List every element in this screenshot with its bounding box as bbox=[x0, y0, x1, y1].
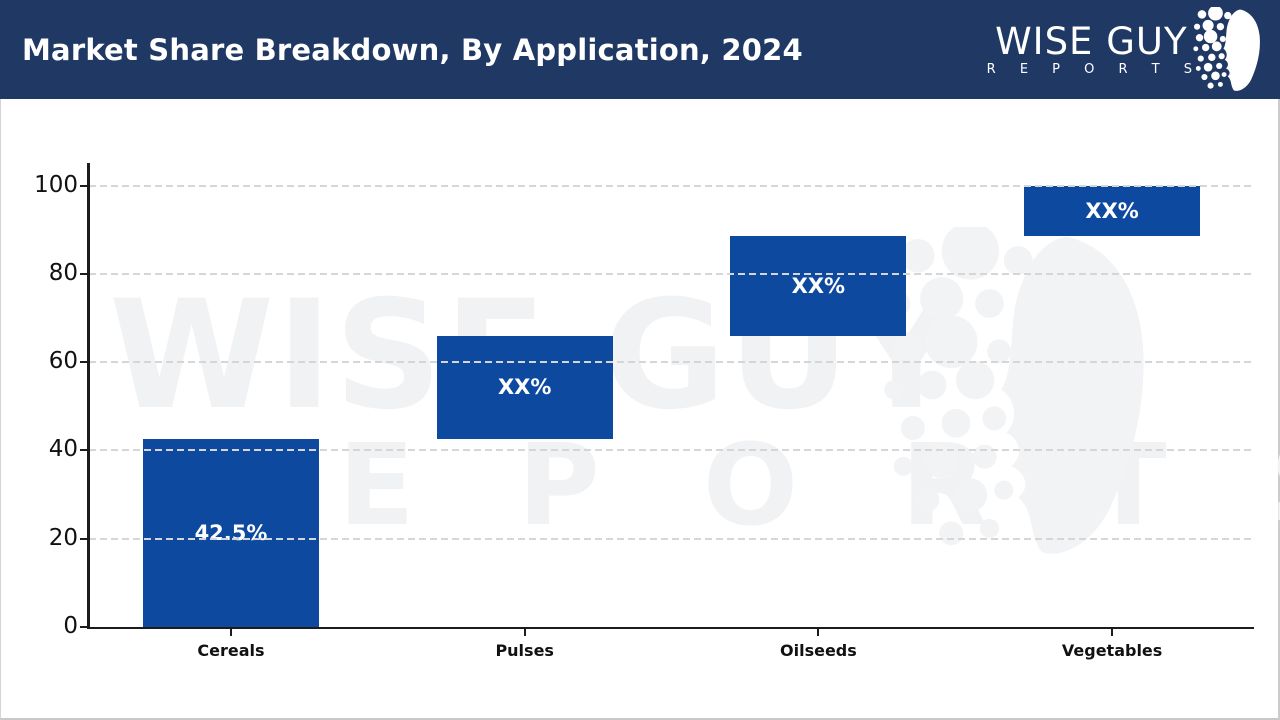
bar-oilseeds: XX% bbox=[730, 236, 907, 336]
y-axis-label-40: 40 bbox=[48, 436, 78, 463]
x-tick bbox=[230, 629, 232, 636]
wiseguy-logo: WISE GUY R E P O R T S bbox=[981, 6, 1266, 94]
x-axis-label-pulses: Pulses bbox=[495, 641, 554, 660]
bar-value-label: XX% bbox=[1085, 198, 1139, 223]
x-tick bbox=[817, 629, 820, 636]
y-axis-label-0: 0 bbox=[63, 613, 78, 639]
y-tick bbox=[80, 272, 88, 275]
y-tick bbox=[80, 184, 88, 187]
x-axis-label-oilseeds: Oilseeds bbox=[780, 641, 857, 660]
y-axis-label-80: 80 bbox=[48, 259, 78, 286]
x-axis-label-vegetables: Vegetables bbox=[1061, 641, 1163, 660]
y-tick bbox=[80, 626, 88, 628]
x-tick bbox=[523, 629, 526, 636]
x-axis-label-cereals: Cereals bbox=[197, 641, 265, 660]
gridline-80 bbox=[89, 272, 1254, 275]
gridline-20 bbox=[89, 537, 1254, 540]
watermark-head-icon bbox=[878, 227, 1168, 562]
y-axis-label-60: 60 bbox=[48, 348, 78, 375]
x-axis-spine bbox=[87, 626, 1254, 629]
bar-vegetables: XX% bbox=[1024, 185, 1201, 237]
chart-canvas: WISE GUY R E P O R T S 42.5% Cereals XX% Pu… bbox=[0, 99, 1280, 720]
y-axis-label-20: 20 bbox=[48, 524, 78, 551]
y-axis-spine bbox=[87, 163, 90, 629]
gridline-60 bbox=[89, 361, 1254, 364]
y-axis-label-100: 100 bbox=[34, 171, 78, 198]
plot-area: 42.5% Cereals XX% Pulses XX% Oilseeds XX% Veget… bbox=[1, 99, 1278, 718]
bar-pulses: XX% bbox=[436, 335, 613, 440]
header-bar: Market Share Breakdown, By Application, … bbox=[0, 0, 1280, 99]
y-tick bbox=[80, 449, 88, 452]
gridline-40 bbox=[89, 449, 1254, 452]
bar-value-label: XX% bbox=[791, 273, 846, 298]
bar-cereals: 42.5% bbox=[143, 439, 319, 627]
logo-brand-name: WISE GUY bbox=[995, 19, 1188, 63]
y-tick bbox=[80, 361, 88, 364]
wiseguy-head-icon bbox=[1192, 7, 1266, 93]
wiseguy-logo-text: WISE GUY R E P O R T S bbox=[981, 19, 1202, 78]
gridline-100 bbox=[89, 184, 1254, 187]
bar-value-label: 42.5% bbox=[194, 521, 268, 546]
page-title: Market Share Breakdown, By Application, … bbox=[22, 32, 803, 67]
logo-brand-subtitle: R E P O R T S bbox=[986, 62, 1202, 78]
bar-value-label: XX% bbox=[497, 375, 552, 400]
y-tick bbox=[80, 537, 88, 540]
x-tick bbox=[1111, 629, 1114, 636]
